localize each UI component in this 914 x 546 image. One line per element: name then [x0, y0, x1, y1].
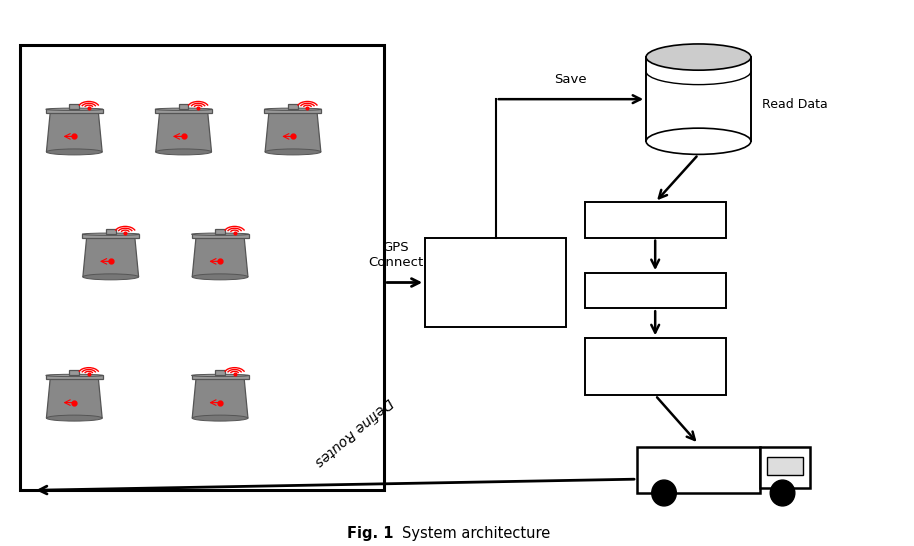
Bar [82, 234, 139, 238]
Ellipse shape [46, 108, 102, 110]
Bar [264, 109, 322, 113]
Text: Define Routes: Define Routes [312, 394, 395, 468]
Bar [585, 273, 726, 308]
Text: Apply GA: Apply GA [624, 213, 686, 227]
Text: Define best
route: Define best route [617, 353, 694, 381]
Ellipse shape [646, 44, 751, 70]
Bar [155, 109, 212, 113]
Text: Optimization: Optimization [612, 284, 698, 297]
Ellipse shape [192, 374, 249, 377]
Polygon shape [83, 238, 139, 277]
Bar [288, 104, 298, 109]
Ellipse shape [192, 274, 248, 280]
Bar [425, 238, 567, 327]
Ellipse shape [82, 233, 139, 235]
Text: System architecture: System architecture [402, 526, 550, 542]
Bar [646, 57, 751, 141]
Bar [216, 229, 225, 234]
Bar [585, 203, 726, 238]
Polygon shape [155, 113, 211, 152]
Bar [767, 457, 802, 476]
Polygon shape [192, 238, 248, 277]
Polygon shape [192, 379, 248, 418]
Ellipse shape [264, 108, 322, 110]
Ellipse shape [771, 480, 795, 506]
Ellipse shape [47, 415, 102, 421]
Ellipse shape [155, 149, 211, 155]
Text: Web
Database: Web Database [667, 80, 730, 108]
Bar [192, 376, 249, 379]
Ellipse shape [192, 415, 248, 421]
Bar [69, 104, 80, 109]
Polygon shape [47, 379, 102, 418]
Text: GPS
Connect: GPS Connect [367, 241, 423, 269]
Polygon shape [265, 113, 321, 152]
Text: Master Board
Receiver: Master Board Receiver [452, 269, 540, 296]
Ellipse shape [155, 108, 212, 110]
Bar [19, 45, 384, 490]
Bar [585, 338, 726, 395]
Bar [69, 370, 80, 376]
Ellipse shape [46, 374, 102, 377]
Text: Fig. 1: Fig. 1 [346, 526, 393, 542]
Ellipse shape [47, 149, 102, 155]
Ellipse shape [192, 233, 249, 235]
Bar [179, 104, 188, 109]
Text: Save: Save [555, 73, 587, 86]
Ellipse shape [646, 128, 751, 155]
Bar [216, 370, 225, 376]
Bar [760, 447, 810, 488]
Ellipse shape [652, 480, 676, 506]
Bar [192, 234, 249, 238]
Bar [46, 376, 102, 379]
Polygon shape [47, 113, 102, 152]
Bar [637, 447, 760, 493]
Ellipse shape [83, 274, 139, 280]
Bar [106, 229, 115, 234]
Text: Read Data: Read Data [761, 98, 827, 111]
Ellipse shape [265, 149, 321, 155]
Bar [46, 109, 102, 113]
